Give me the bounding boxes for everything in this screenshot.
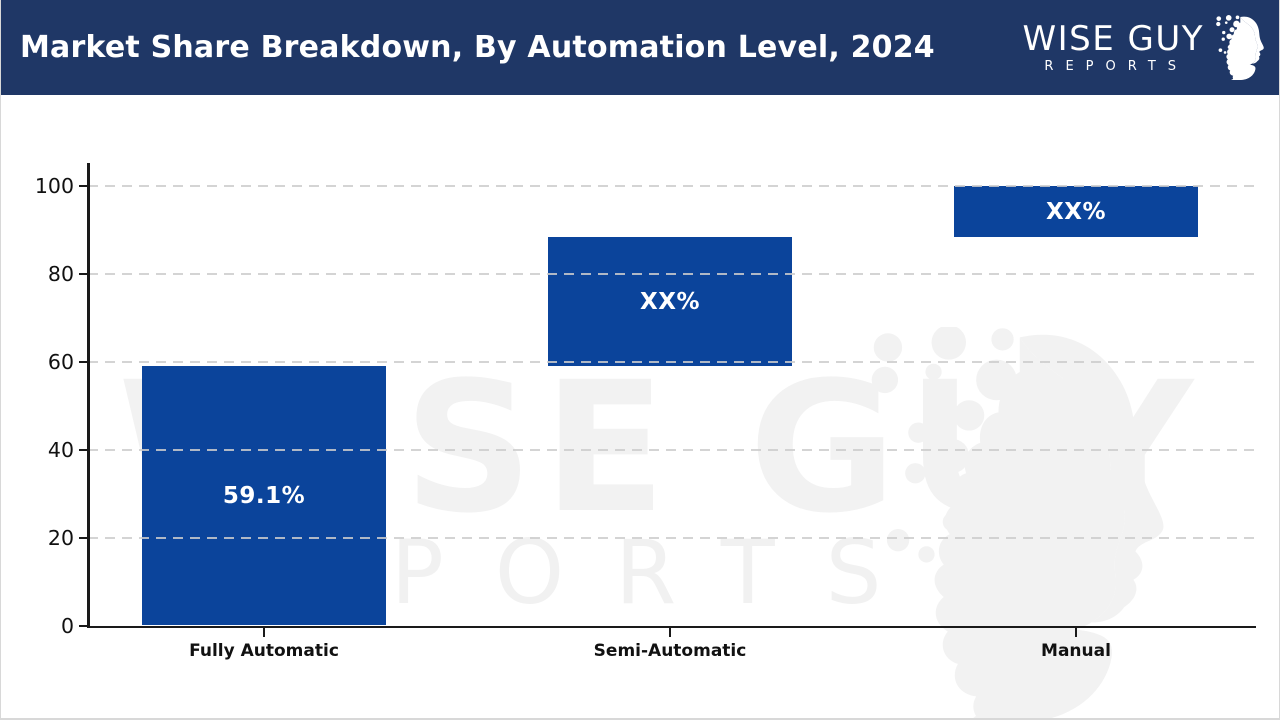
chart-canvas: WISE GUY REPORTS [0, 95, 1280, 720]
x-axis-tick [669, 627, 672, 637]
gridline [88, 185, 1256, 187]
y-tick-label: 20 [47, 525, 74, 550]
brand-name: WISE GUY [1022, 19, 1204, 59]
x-tick-label: Manual [1041, 640, 1111, 661]
x-tick-label: Fully Automatic [189, 640, 339, 661]
bar: XX% [548, 237, 792, 366]
y-tick-label: 0 [60, 613, 74, 638]
gridline [88, 536, 1256, 539]
brand-logo: WISE GUY REPORTS [1022, 10, 1266, 86]
y-axis-tick [79, 624, 88, 627]
x-axis-tick [263, 627, 266, 637]
y-axis-spine [87, 163, 90, 628]
wiseguy-face-icon [1216, 14, 1264, 80]
y-tick-label: 100 [34, 174, 74, 198]
brand-text: WISE GUY REPORTS [1022, 21, 1204, 74]
bar-value-label: XX% [639, 288, 700, 315]
gridline [88, 272, 1256, 275]
gridline [88, 360, 1256, 363]
x-tick-label: Semi-Automatic [593, 640, 747, 661]
bar: XX% [954, 186, 1198, 238]
brand-subtitle: REPORTS [1044, 59, 1189, 74]
y-axis-tick [79, 185, 88, 188]
bar-value-label: 59.1% [222, 482, 306, 509]
bar: 59.1% [142, 365, 386, 626]
plot-area: 0 20 40 60 80 100 59.1% XX% XX% Fully Automatic Se… [0, 95, 1280, 720]
x-axis-spine [87, 625, 1256, 628]
y-axis-tick [79, 536, 88, 539]
y-axis-tick [79, 448, 88, 452]
y-tick-label: 40 [47, 437, 74, 462]
bar-value-label: XX% [1045, 198, 1106, 225]
y-tick-label: 80 [47, 261, 74, 286]
y-axis-tick [79, 360, 88, 364]
gridline [88, 448, 1256, 451]
y-tick-label: 60 [47, 349, 74, 374]
page-title: Market Share Breakdown, By Automation Le… [20, 30, 935, 65]
watermark-face-icon [871, 327, 1164, 720]
app-header: Market Share Breakdown, By Automation Le… [0, 0, 1280, 95]
x-axis-tick [1075, 627, 1078, 637]
y-axis-tick [79, 272, 88, 276]
